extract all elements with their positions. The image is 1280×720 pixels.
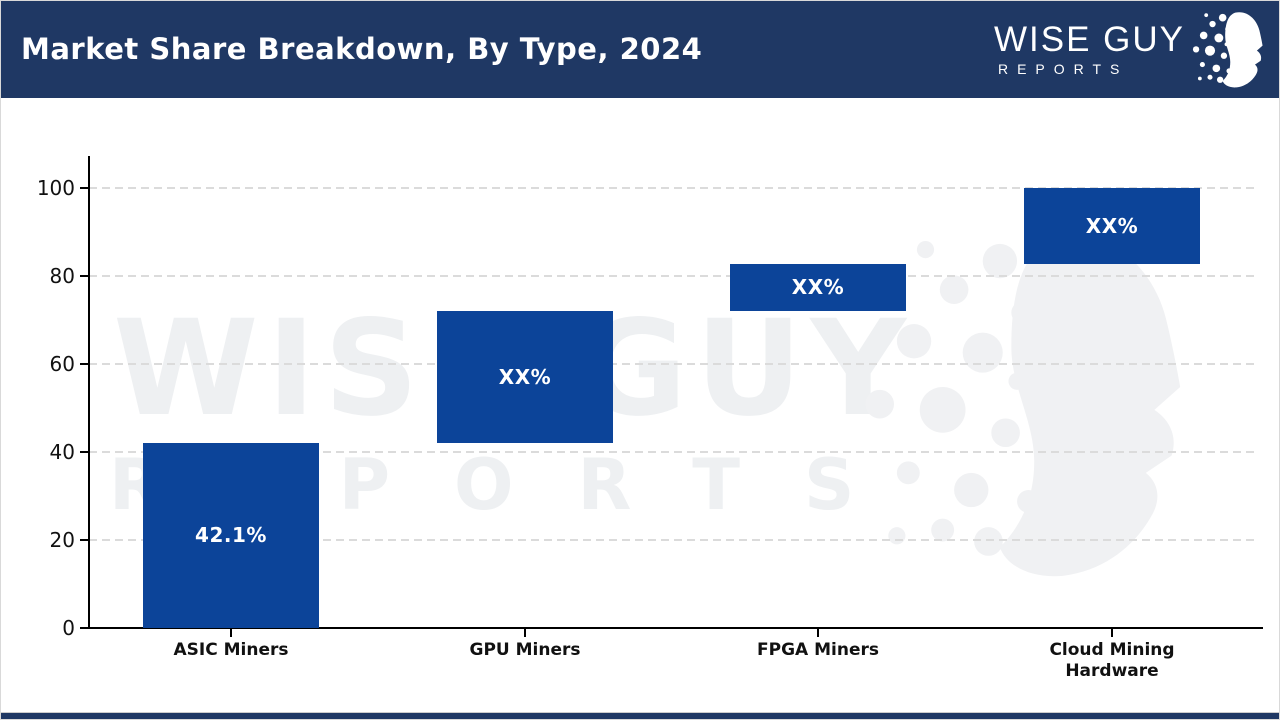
bar-asic-miners: 42.1% bbox=[143, 442, 319, 628]
y-axis-tick-20 bbox=[80, 539, 89, 541]
logo-subtitle: REPORTS bbox=[997, 61, 1129, 77]
bar-value-label: 42.1% bbox=[195, 523, 267, 548]
y-axis-tick-label-20: 20 bbox=[49, 528, 75, 552]
y-axis-tick-80 bbox=[80, 275, 89, 277]
gridline-40 bbox=[89, 451, 1257, 453]
chart-title: Market Share Breakdown, By Type, 2024 bbox=[21, 32, 703, 66]
x-axis-tick-1 bbox=[524, 629, 526, 637]
x-axis-tick-0 bbox=[230, 629, 232, 637]
wise-guy-reports-logo: WISE GUY REPORTS bbox=[994, 7, 1267, 93]
y-axis-tick-label-80: 80 bbox=[49, 264, 75, 288]
y-axis-tick-40 bbox=[80, 451, 89, 453]
logo-wordmark: WISE GUY bbox=[993, 20, 1185, 59]
bar-value-label: XX% bbox=[791, 275, 845, 300]
y-axis-line bbox=[88, 156, 90, 629]
category-label-1: GPU Miners bbox=[469, 640, 581, 660]
footer-accent-strip bbox=[1, 712, 1279, 719]
bar-fpga-miners: XX% bbox=[730, 263, 906, 311]
gridline-100 bbox=[89, 187, 1257, 189]
bar-value-label: XX% bbox=[1085, 213, 1139, 238]
y-axis-tick-label-60: 60 bbox=[49, 352, 75, 376]
y-axis-tick-label-40: 40 bbox=[49, 440, 75, 464]
bar-cloud-mining-hardware: XX% bbox=[1024, 188, 1200, 264]
bar-value-label: XX% bbox=[498, 364, 552, 389]
y-axis-tick-60 bbox=[80, 363, 89, 365]
category-label-2: FPGA Miners bbox=[757, 640, 879, 660]
y-axis-tick-0 bbox=[80, 627, 89, 629]
x-axis-line bbox=[88, 627, 1263, 629]
bar-gpu-miners: XX% bbox=[437, 310, 613, 443]
x-axis-tick-3 bbox=[1111, 629, 1113, 637]
header-bar: Market Share Breakdown, By Type, 2024 WI… bbox=[1, 1, 1279, 98]
gridline-20 bbox=[89, 539, 1257, 541]
y-axis-tick-label-0: 0 bbox=[62, 616, 75, 640]
y-axis-tick-label-100: 100 bbox=[36, 176, 75, 200]
logo-face-dots-icon bbox=[1192, 12, 1263, 88]
y-axis-tick-100 bbox=[80, 187, 89, 189]
gridline-80 bbox=[89, 275, 1257, 277]
category-label-0: ASIC Miners bbox=[173, 640, 289, 660]
gridline-60 bbox=[89, 363, 1257, 365]
category-label-3: Cloud Mining Hardware bbox=[1049, 640, 1175, 681]
x-axis-tick-2 bbox=[817, 629, 819, 637]
